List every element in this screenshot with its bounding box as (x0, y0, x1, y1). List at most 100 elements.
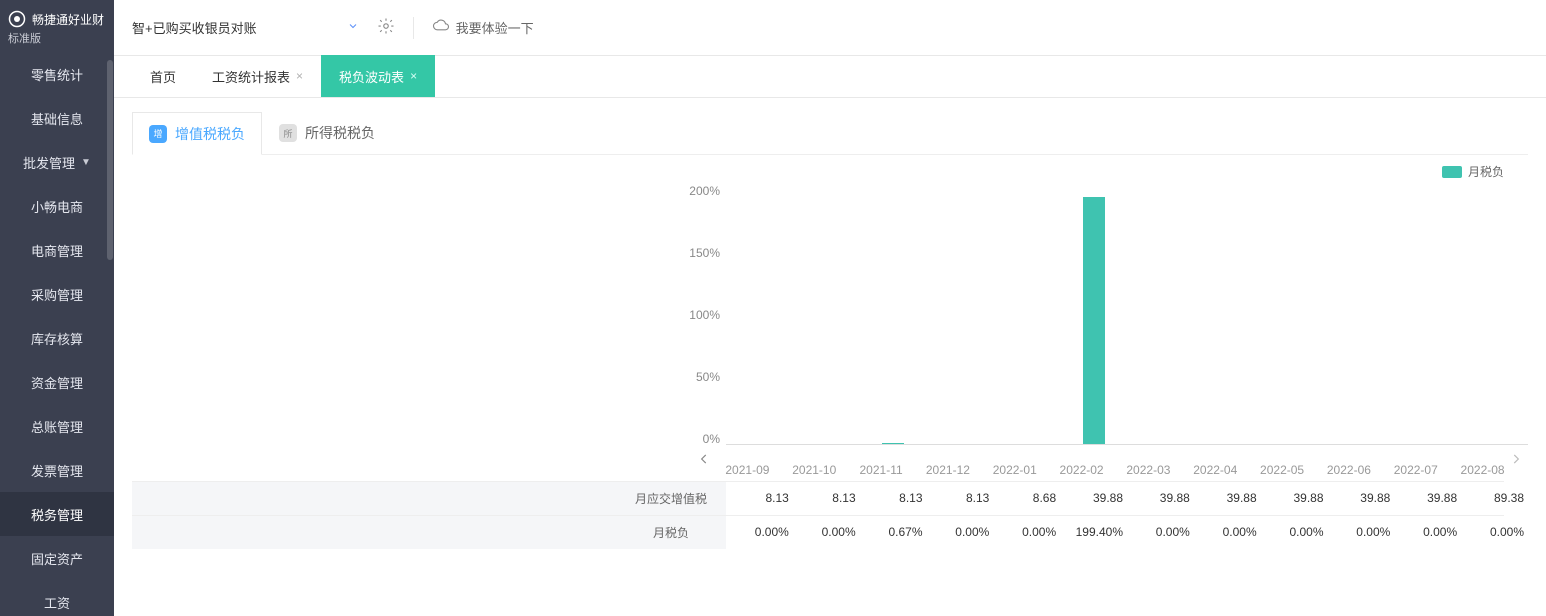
table-cell: 39.88 (1293, 491, 1327, 505)
table-row-cells: 8.138.138.138.138.6839.8839.8839.8839.88… (726, 481, 1504, 515)
sidebar-item[interactable]: 基础信息 (0, 96, 114, 140)
app-root: 畅捷通好业财 标准版 零售统计基础信息批发管理 ▼ 小畅电商电商管理采购管理库存核算… (0, 0, 1546, 616)
legend-swatch (1442, 166, 1462, 178)
close-icon[interactable]: × (410, 69, 417, 83)
sidebar-item[interactable]: 库存核算 (0, 316, 114, 360)
page-tab[interactable]: 税负波动表 × (321, 55, 435, 97)
x-tick-label: 2022-06 (1327, 463, 1371, 477)
sidebar-item[interactable]: 小畅电商 (0, 184, 114, 228)
table-cell: 8.13 (765, 491, 792, 505)
x-tick-label: 2022-05 (1260, 463, 1304, 477)
sidebar-item[interactable]: 总账管理 (0, 404, 114, 448)
table-pad (132, 481, 616, 515)
table-cell: 8.13 (966, 491, 993, 505)
sidebar-item-label: 税务管理 (31, 505, 83, 524)
sidebar-item-label: 总账管理 (31, 417, 83, 436)
sidebar-item-label: 零售统计 (31, 65, 83, 84)
chart-bar (1083, 197, 1105, 444)
subtab-label: 增值税税负 (175, 124, 245, 144)
x-tick-label: 2022-03 (1126, 463, 1170, 477)
try-experience-link[interactable]: 我要体验一下 (432, 17, 534, 38)
sidebar-item[interactable]: 批发管理 ▼ (0, 140, 114, 184)
sidebar-item-label: 采购管理 (31, 285, 83, 304)
tab-label: 税负波动表 (339, 67, 404, 86)
table-cell: 0.00% (1022, 525, 1060, 539)
table-cell: 0.00% (955, 525, 993, 539)
x-tick-label: 2022-01 (993, 463, 1037, 477)
table-cell: 0.00% (755, 525, 793, 539)
tab-label: 工资统计报表 (212, 67, 290, 86)
table-row-cells: 0.00%0.00%0.67%0.00%0.00%199.40%0.00%0.0… (726, 515, 1504, 549)
table-cell: 8.68 (1033, 491, 1060, 505)
y-tick-label: 100% (689, 308, 720, 322)
gear-icon[interactable] (377, 17, 395, 38)
topbar-divider (413, 17, 414, 39)
table-cell: 89.38 (1494, 491, 1528, 505)
sidebar-item[interactable]: 资金管理 (0, 360, 114, 404)
chart-bar (882, 443, 904, 444)
chevron-down-icon: ▼ (81, 157, 91, 168)
sidebar-item[interactable]: 工资 (0, 580, 114, 616)
sidebar-item[interactable]: 电商管理 (0, 228, 114, 272)
table-cell: 39.88 (1227, 491, 1261, 505)
close-icon[interactable]: × (296, 69, 303, 83)
sidebar-item[interactable]: 发票管理 (0, 448, 114, 492)
chevron-down-icon (347, 20, 359, 35)
table-cell: 0.00% (1156, 525, 1194, 539)
x-tick-label: 2022-02 (1060, 463, 1104, 477)
table-cell: 0.00% (1223, 525, 1261, 539)
x-tick-label: 2021-11 (860, 463, 903, 477)
sidebar-item[interactable]: 采购管理 (0, 272, 114, 316)
data-table: 月应交增值税 8.138.138.138.138.6839.8839.8839.… (132, 481, 1528, 549)
table-pad (132, 515, 616, 549)
y-tick-label: 200% (689, 184, 720, 198)
try-experience-label: 我要体验一下 (456, 18, 534, 37)
table-cell: 0.00% (1356, 525, 1394, 539)
scroll-left-button[interactable] (694, 449, 714, 469)
sidebar: 畅捷通好业财 标准版 零售统计基础信息批发管理 ▼ 小畅电商电商管理采购管理库存核算… (0, 0, 114, 616)
page-tab[interactable]: 首页 (132, 55, 194, 97)
table-row-label: 月应交增值税 (616, 481, 726, 515)
y-tick-label: 50% (696, 370, 720, 384)
page-tabs: 首页 工资统计报表 × 税负波动表 × (114, 56, 1546, 98)
tab-label: 首页 (150, 67, 176, 86)
sidebar-item[interactable]: 固定资产 (0, 536, 114, 580)
sidebar-item-label: 资金管理 (31, 373, 83, 392)
plot-area (726, 177, 1528, 445)
sub-tab[interactable]: 增增值税税负 (132, 112, 262, 155)
table-row: 月税负 0.00%0.00%0.67%0.00%0.00%199.40%0.00… (132, 515, 1528, 549)
topbar: 智+已购买收银员对账 我要体验一下 (114, 0, 1546, 56)
y-axis: 0%50%100%150%200% (132, 177, 726, 445)
subtab-badge-icon: 所 (279, 124, 297, 142)
sidebar-scrollbar[interactable] (107, 60, 113, 260)
sub-tabs: 增增值税税负所所得税税负 (132, 112, 1528, 155)
brand-block: 畅捷通好业财 标准版 (0, 0, 114, 52)
sidebar-item[interactable]: 税务管理 (0, 492, 114, 536)
brand-title: 畅捷通好业财 (32, 11, 104, 28)
table-cell: 8.13 (899, 491, 926, 505)
chart-wrap: 月税负 0%50%100%150%200% 2021-092021-102021… (132, 155, 1528, 616)
y-tick-label: 150% (689, 246, 720, 260)
scroll-right-button[interactable] (1506, 449, 1526, 469)
sidebar-item-label: 固定资产 (31, 549, 83, 568)
table-cell: 39.88 (1427, 491, 1461, 505)
sidebar-item[interactable]: 零售统计 (0, 52, 114, 96)
table-cell: 39.88 (1360, 491, 1394, 505)
subtab-badge-icon: 增 (149, 125, 167, 143)
sidebar-nav: 零售统计基础信息批发管理 ▼ 小畅电商电商管理采购管理库存核算资金管理总账管理发票管… (0, 52, 114, 616)
table-cell: 0.00% (1490, 525, 1528, 539)
sub-tab[interactable]: 所所得税税负 (262, 112, 392, 154)
page-tab[interactable]: 工资统计报表 × (194, 55, 321, 97)
org-selector[interactable]: 智+已购买收银员对账 (132, 18, 359, 37)
brand-subtitle: 标准版 (8, 30, 41, 46)
main-area: 智+已购买收银员对账 我要体验一下 首页 工资统计报表 × 税负波动表 × 增增值税税负… (114, 0, 1546, 616)
org-selector-label: 智+已购买收银员对账 (132, 18, 257, 37)
x-axis-row: 2021-092021-102021-112021-122022-012022-… (132, 445, 1528, 473)
sidebar-item-label: 批发管理 (23, 153, 75, 172)
sidebar-item-label: 库存核算 (31, 329, 83, 348)
x-tick-label: 2022-07 (1394, 463, 1438, 477)
table-cell: 39.88 (1093, 491, 1127, 505)
x-tick-label: 2021-12 (926, 463, 970, 477)
cloud-icon (432, 17, 450, 38)
sidebar-item-label: 工资 (44, 593, 70, 612)
